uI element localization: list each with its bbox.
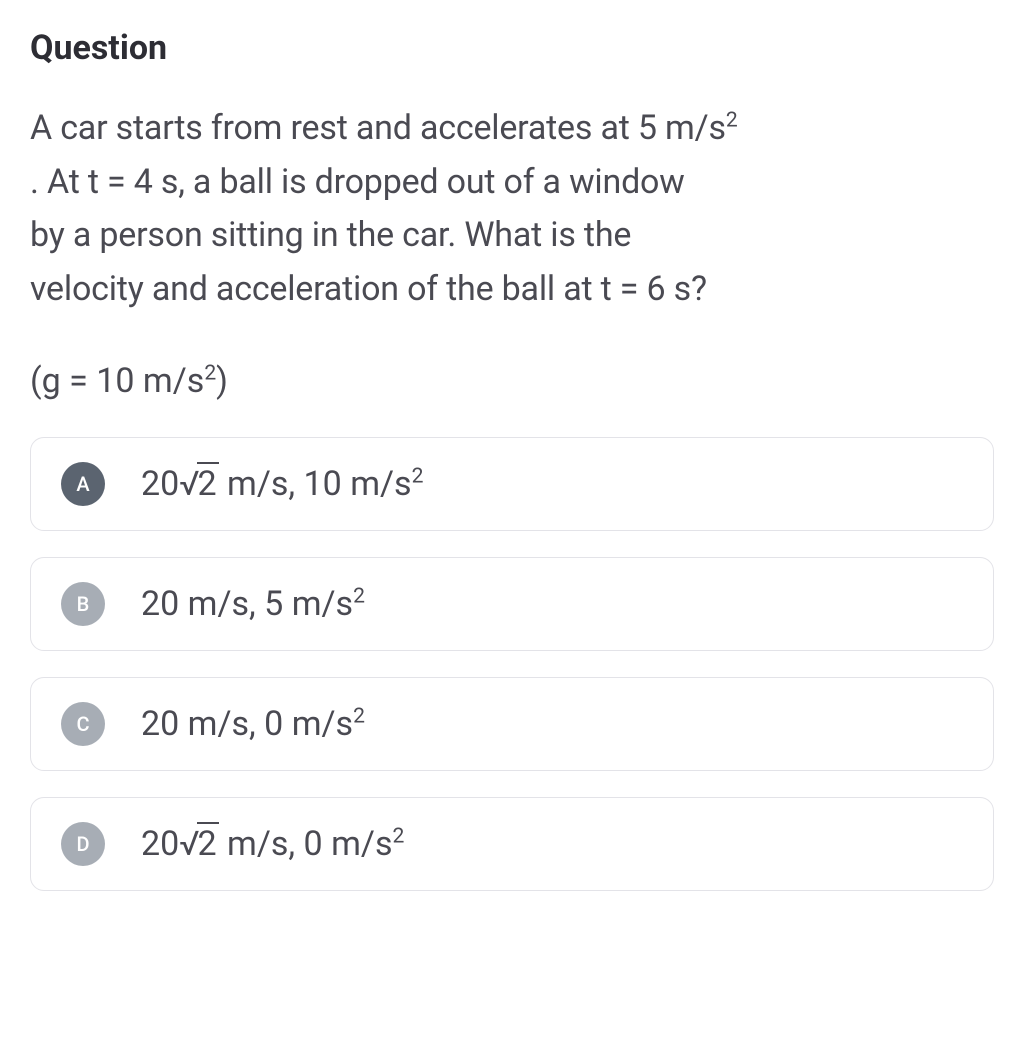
option-d-radicand: 2: [197, 822, 219, 864]
option-b[interactable]: B 20 m/s, 5 m/s2: [30, 557, 994, 651]
sqrt-icon: √2: [179, 824, 218, 864]
option-b-badge: B: [61, 582, 105, 626]
option-d-lead: 20: [141, 824, 179, 864]
option-c-text: 20 m/s, 0 m/s2: [141, 704, 365, 744]
option-c-main: 20 m/s, 0 m/s: [141, 704, 353, 744]
sqrt-icon: √2: [179, 464, 218, 504]
given-sup: 2: [204, 361, 216, 386]
option-a-mid: m/s, 10 m/s: [219, 464, 412, 504]
stem-line1: A car starts from rest and accelerates a…: [30, 108, 726, 148]
given-values: (g = 10 m/s2): [30, 361, 994, 401]
option-c-badge: C: [61, 702, 105, 746]
option-d-text: 20√2 m/s, 0 m/s2: [141, 824, 404, 864]
given-pre: (g = 10 m/s: [30, 361, 204, 401]
option-d-mid: m/s, 0 m/s: [219, 824, 393, 864]
option-d[interactable]: D 20√2 m/s, 0 m/s2: [30, 797, 994, 891]
option-b-text: 20 m/s, 5 m/s2: [141, 584, 365, 624]
stem-line4: velocity and acceleration of the ball at…: [30, 269, 707, 309]
option-a-lead: 20: [141, 464, 179, 504]
option-d-badge: D: [61, 822, 105, 866]
question-heading: Question: [30, 28, 994, 68]
option-a-sup: 2: [412, 464, 424, 489]
option-b-main: 20 m/s, 5 m/s: [141, 584, 353, 624]
option-a-radicand: 2: [197, 462, 219, 504]
option-a-badge: A: [61, 462, 105, 506]
option-d-sup: 2: [393, 824, 405, 849]
stem-line3: by a person sitting in the car. What is …: [30, 215, 631, 255]
stem-line1-sup: 2: [726, 108, 738, 133]
options-list: A 20√2 m/s, 10 m/s2 B 20 m/s, 5 m/s2 C 2…: [30, 437, 994, 891]
option-a[interactable]: A 20√2 m/s, 10 m/s2: [30, 437, 994, 531]
stem-line2: . At t = 4 s, a ball is dropped out of a…: [30, 162, 685, 202]
option-c-sup: 2: [353, 704, 365, 729]
question-stem: A car starts from rest and accelerates a…: [30, 102, 994, 317]
option-a-text: 20√2 m/s, 10 m/s2: [141, 464, 423, 504]
option-b-sup: 2: [353, 584, 365, 609]
option-c[interactable]: C 20 m/s, 0 m/s2: [30, 677, 994, 771]
given-post: ): [216, 361, 228, 401]
